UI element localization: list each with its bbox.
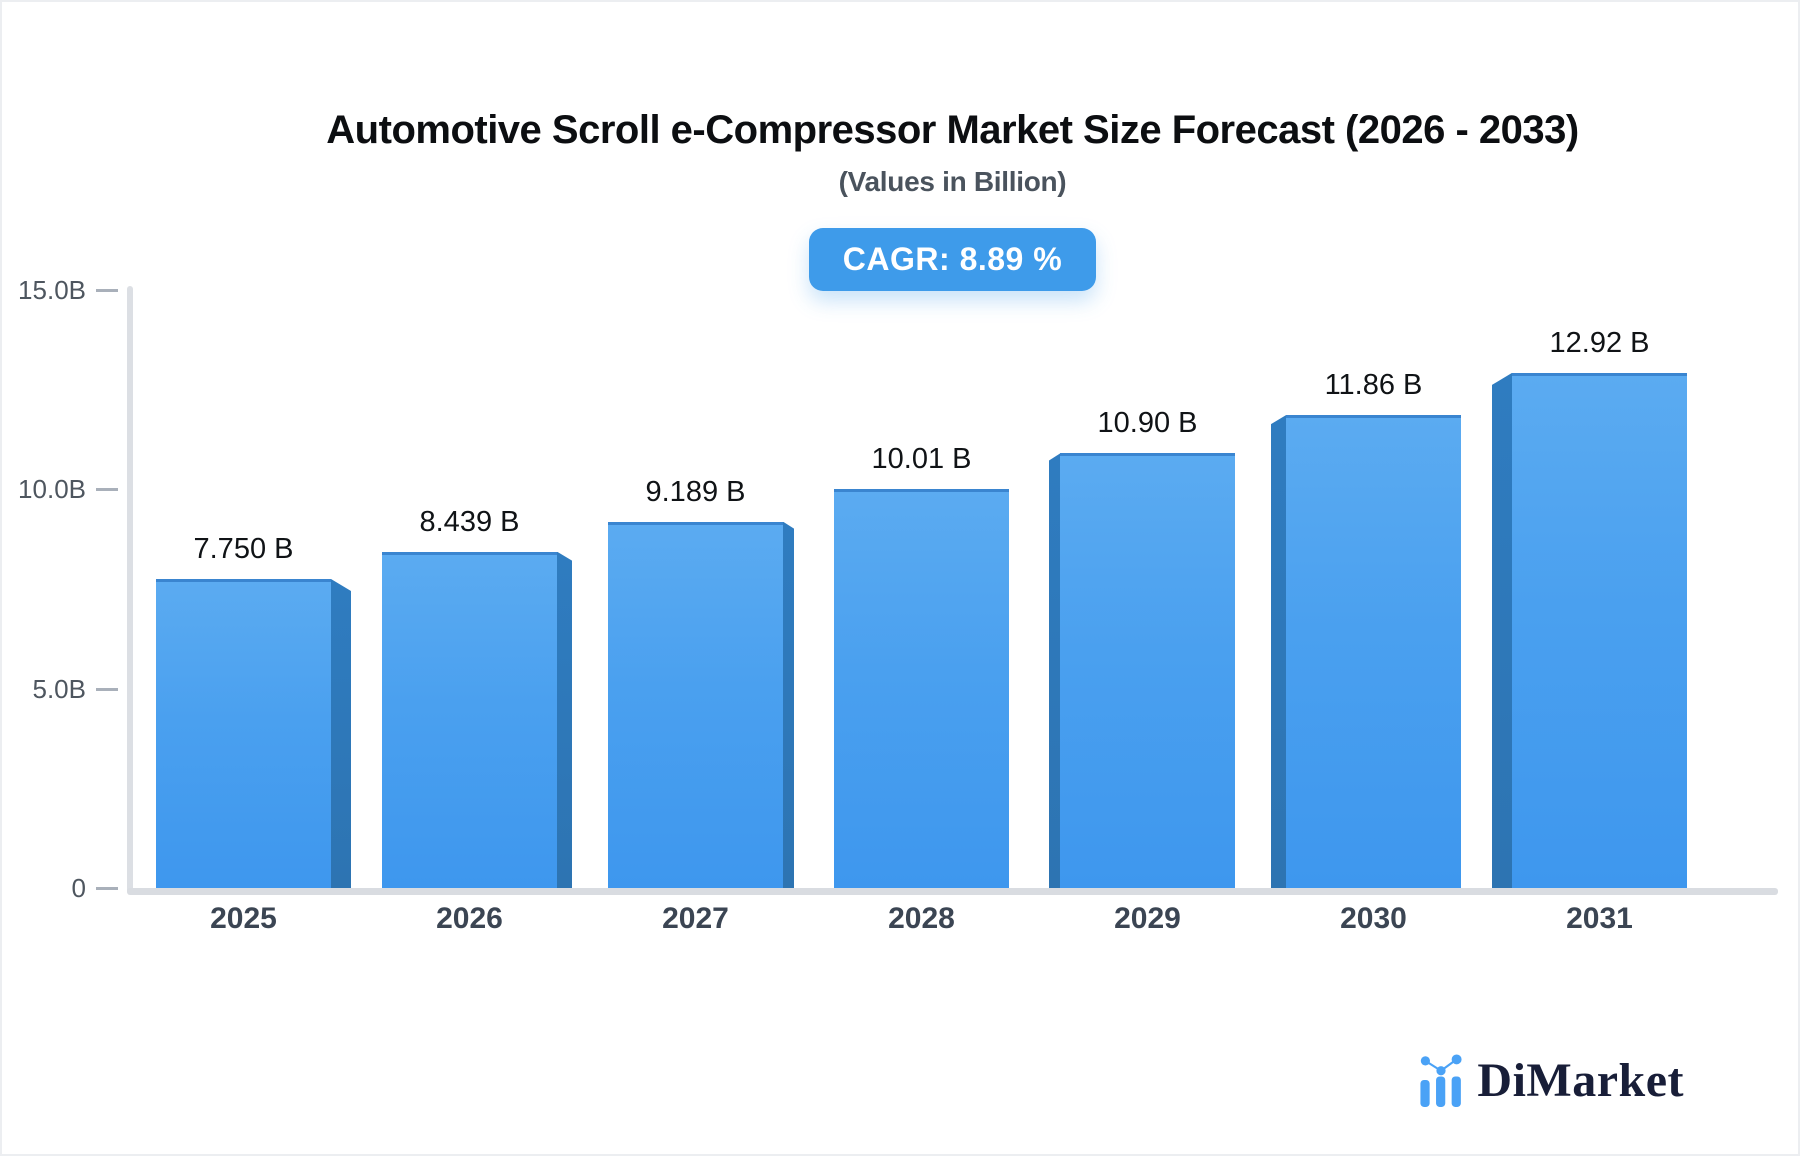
- bar-side-face: [1492, 372, 1512, 888]
- chart-title: Automotive Scroll e-Compressor Market Si…: [326, 108, 1579, 152]
- bar-value-label: 9.189 B: [645, 475, 746, 508]
- bar-face: [1060, 453, 1235, 888]
- y-axis-tick: [96, 887, 118, 890]
- bar-value-label: 12.92 B: [1549, 326, 1650, 359]
- x-axis-label: 2029: [1114, 902, 1181, 935]
- chart-subtitle: (Values in Billion): [838, 166, 1067, 197]
- bar-face: [382, 551, 557, 888]
- bar-value-label: 7.750 B: [193, 533, 294, 566]
- bar-side-face: [1271, 415, 1286, 888]
- y-axis-tick: [96, 289, 118, 292]
- bar-value-label: 10.90 B: [1097, 407, 1198, 440]
- bar-side-face: [557, 551, 572, 888]
- x-axis-label: 2027: [662, 902, 729, 935]
- x-axis-label: 2031: [1566, 902, 1633, 935]
- y-axis-tick-label: 15.0B: [18, 275, 86, 305]
- y-axis-tick-label: 0: [71, 873, 86, 903]
- y-axis-tick: [96, 488, 118, 492]
- bar-value-label: 8.439 B: [419, 505, 520, 538]
- cagr-badge: CAGR: 8.89 %: [808, 228, 1097, 291]
- y-axis-tick-label: 10.0B: [18, 474, 86, 505]
- bar-value-label: 11.86 B: [1324, 369, 1423, 402]
- y-axis-line: [127, 286, 133, 894]
- logo-bar-chart-icon: [1419, 1052, 1463, 1108]
- bar-side-face: [331, 579, 351, 888]
- bar-side-face: [783, 521, 794, 888]
- x-axis-label: 2026: [436, 902, 503, 935]
- bar-value-label: 10.01 B: [871, 442, 972, 475]
- brand-logo: DiMarket: [1419, 1052, 1684, 1108]
- bar-face: [156, 579, 331, 888]
- x-axis-baseline: [127, 888, 1778, 895]
- bar-face: [1512, 372, 1687, 888]
- y-axis-tick: [96, 687, 118, 691]
- x-axis-label: 2028: [888, 902, 955, 935]
- x-axis-label: 2025: [210, 902, 277, 935]
- y-axis-tick-label: 5.0B: [32, 673, 87, 704]
- bar-face: [834, 488, 1009, 888]
- bar-face: [608, 521, 783, 888]
- logo-wordmark: DiMarket: [1477, 1053, 1684, 1107]
- x-axis-label: 2030: [1340, 902, 1407, 935]
- chart-header: Automotive Scroll e-Compressor Market Si…: [127, 106, 1778, 291]
- bar-face: [1286, 415, 1461, 888]
- bar-side-face: [1049, 453, 1060, 888]
